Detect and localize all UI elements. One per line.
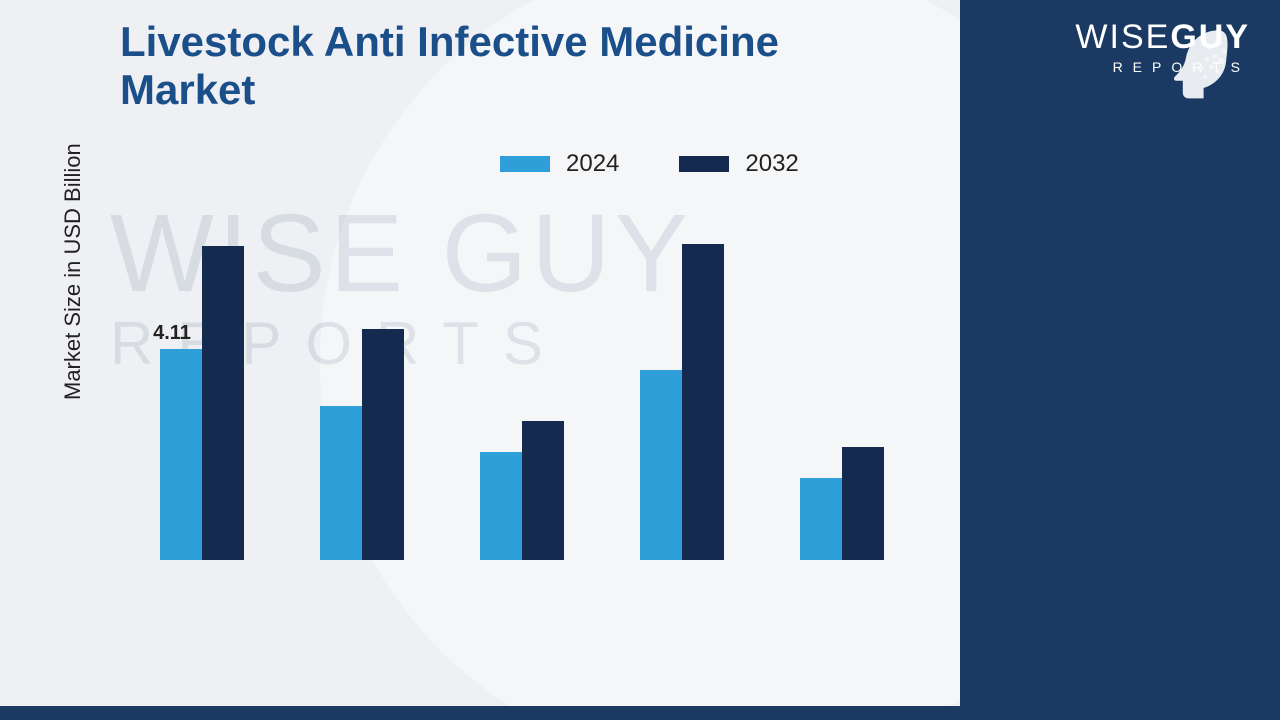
chart-title: Livestock Anti Infective Medicine Market [120, 18, 840, 115]
bar-2024 [480, 452, 522, 560]
bar-value-label: 4.11 [142, 322, 202, 345]
bottom-strip [0, 706, 960, 720]
bar-2024 [800, 478, 842, 560]
right-brand-panel [960, 0, 1280, 720]
bar-2024 [640, 370, 682, 560]
legend-swatch-2024 [500, 156, 550, 172]
legend-item-2032: 2032 [679, 150, 798, 178]
legend-item-2024: 2024 [500, 150, 619, 178]
y-axis-label: Market Size in USD Billion [60, 143, 86, 400]
legend-swatch-2032 [679, 156, 729, 172]
bar-2032 [682, 244, 724, 560]
bar-2024 [160, 349, 202, 560]
canvas: Livestock Anti Infective Medicine Market… [0, 0, 1280, 720]
bar-2032 [202, 246, 244, 560]
bar-2024 [320, 406, 362, 560]
legend-label-2032: 2032 [745, 150, 798, 178]
brand-logo: WISEGUY REPORTS [990, 18, 1250, 75]
bar-2032 [842, 447, 884, 560]
legend-label-2024: 2024 [566, 150, 619, 178]
legend: 2024 2032 [500, 150, 799, 178]
brand-word-1: WISE [1075, 18, 1170, 56]
bar-chart: Market Size in USD Billion 2024 2032 4.1… [70, 150, 940, 650]
bar-2032 [522, 421, 564, 560]
head-icon [1162, 24, 1242, 104]
bar-2032 [362, 329, 404, 560]
plot-area: 4.11NORTHAMERICAEUROPESOUTHAMERICAASIAPA… [140, 200, 940, 560]
